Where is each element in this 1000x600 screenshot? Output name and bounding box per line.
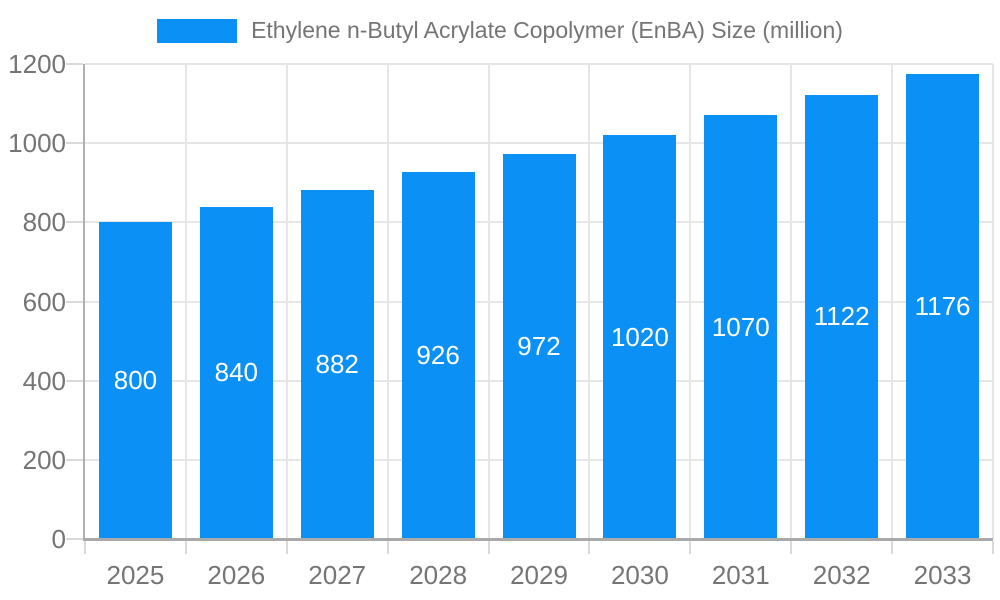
x-axis-tick — [184, 541, 187, 554]
x-axis-tick — [992, 541, 994, 554]
bar-2026[interactable]: 840 — [199, 206, 273, 539]
gridline-v — [891, 64, 894, 539]
x-tick-label: 2028 — [409, 560, 468, 590]
y-tick-label: 1200 — [8, 49, 66, 79]
y-axis-tick — [66, 379, 83, 382]
x-tick-label: 2029 — [510, 560, 568, 590]
y-tick-label: 600 — [22, 286, 66, 317]
y-tick-label: 0 — [51, 524, 66, 554]
legend-swatch — [157, 18, 238, 43]
y-tick-label: 400 — [22, 365, 66, 396]
gridline-v — [689, 64, 692, 539]
y-axis-tick — [66, 300, 83, 303]
y-axis-line — [83, 64, 85, 539]
bar-2025[interactable]: 800 — [98, 222, 172, 539]
y-axis-tick — [66, 538, 83, 540]
bar-2028[interactable]: 926 — [401, 172, 475, 539]
y-tick-label: 800 — [22, 207, 66, 238]
bar-2033[interactable]: 1176 — [906, 73, 980, 539]
gridline-v — [184, 64, 187, 539]
x-tick-label: 2025 — [106, 560, 165, 590]
x-axis-tick — [487, 541, 490, 554]
x-axis-tick — [790, 541, 793, 554]
bar-value-label: 840 — [214, 357, 259, 388]
gridline-v — [588, 64, 591, 539]
y-axis-tick — [66, 458, 83, 461]
x-axis-tick — [689, 541, 692, 554]
y-axis-tick — [66, 142, 83, 145]
bar-2029[interactable]: 972 — [502, 154, 576, 539]
bar-value-label: 1176 — [914, 290, 971, 321]
gridline-h — [85, 142, 993, 145]
x-axis-tick — [588, 541, 591, 554]
bar-2027[interactable]: 882 — [300, 189, 374, 539]
x-axis-tick — [84, 541, 86, 554]
x-axis-tick — [386, 541, 389, 554]
x-tick-label: 2032 — [812, 560, 871, 590]
bar-value-label: 1020 — [610, 321, 669, 352]
bar-2031[interactable]: 1070 — [704, 115, 778, 539]
bar-value-label: 1122 — [813, 301, 870, 332]
legend[interactable]: Ethylene n-Butyl Acrylate Copolymer (EnB… — [0, 17, 1000, 44]
x-tick-label: 2027 — [308, 560, 367, 590]
gridline-v — [992, 64, 994, 539]
bar-value-label: 926 — [416, 340, 460, 371]
bar-value-label: 882 — [315, 348, 359, 379]
y-tick-label: 200 — [22, 444, 66, 475]
x-axis-line — [83, 538, 993, 541]
y-tick-label: 1000 — [8, 128, 66, 159]
x-tick-label: 2030 — [610, 560, 669, 590]
legend-label: Ethylene n-Butyl Acrylate Copolymer (EnB… — [251, 17, 843, 43]
gridline-v — [790, 64, 793, 539]
bar-value-label: 972 — [517, 331, 561, 362]
x-axis-tick — [891, 541, 894, 554]
x-tick-label: 2033 — [913, 560, 972, 590]
bar-2030[interactable]: 1020 — [603, 135, 677, 539]
y-axis-tick — [66, 63, 83, 65]
bar-2032[interactable]: 1122 — [805, 94, 879, 539]
gridline-v — [487, 64, 490, 539]
gridline-v — [285, 64, 288, 539]
bar-value-label: 800 — [113, 365, 158, 396]
bar-value-label: 1070 — [711, 311, 770, 342]
gridline-h — [85, 63, 993, 65]
x-tick-label: 2031 — [711, 560, 770, 590]
y-axis-tick — [66, 221, 83, 224]
x-tick-label: 2026 — [207, 560, 266, 590]
x-axis-tick — [285, 541, 288, 554]
gridline-v — [386, 64, 389, 539]
